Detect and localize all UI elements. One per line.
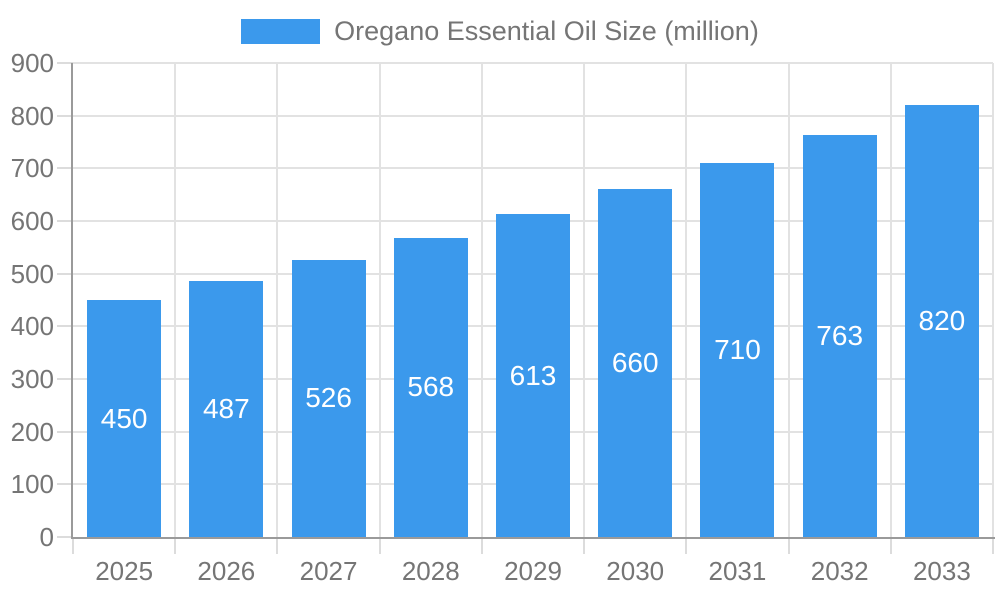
x-axis-label-2027: 2027 — [299, 556, 358, 586]
v-gridline-7 — [787, 63, 790, 537]
x-axis-label-2030: 2030 — [606, 556, 665, 586]
x-tick-1 — [174, 537, 177, 554]
legend-label: Oregano Essential Oil Size (million) — [334, 16, 759, 46]
x-axis-label-2029: 2029 — [504, 556, 562, 586]
y-tick-900 — [57, 62, 73, 64]
y-tick-800 — [57, 114, 73, 117]
x-axis-line — [71, 537, 995, 539]
v-gridline-9 — [992, 63, 994, 537]
bar-value-label-2025: 450 — [100, 402, 148, 434]
legend[interactable]: Oregano Essential Oil Size (million) — [0, 18, 1000, 45]
x-tick-9 — [992, 537, 994, 554]
y-axis-line — [71, 63, 73, 537]
x-tick-6 — [685, 537, 688, 554]
v-gridline-6 — [685, 63, 688, 537]
bar-value-label-2030: 660 — [611, 347, 659, 379]
x-tick-5 — [583, 537, 586, 554]
y-tick-500 — [57, 272, 73, 275]
v-gridline-3 — [378, 63, 381, 537]
bar-value-label-2031: 710 — [714, 334, 761, 366]
x-tick-2 — [276, 537, 279, 554]
v-gridline-1 — [174, 63, 177, 537]
x-axis-label-2028: 2028 — [401, 556, 460, 586]
y-axis-label-0: 0 — [39, 522, 54, 552]
x-axis: 2025 2026 2027 2028 2029 2030 2031 2032 2033 — [73, 557, 993, 589]
h-gridline-700 — [73, 167, 993, 170]
y-axis-label-100: 100 — [10, 469, 54, 500]
y-tick-0 — [57, 536, 73, 538]
h-gridline-900 — [73, 62, 993, 64]
x-axis-label-2026: 2026 — [197, 556, 256, 586]
bar-value-label-2026: 487 — [202, 392, 250, 424]
y-tick-700 — [57, 167, 73, 170]
bar-2025[interactable]: 450 — [87, 300, 162, 537]
y-axis-label-500: 500 — [10, 258, 54, 289]
bar-2028[interactable]: 568 — [393, 237, 468, 537]
bar-2032[interactable]: 763 — [802, 135, 877, 537]
x-tick-7 — [787, 537, 790, 554]
bar-2033[interactable]: 820 — [904, 105, 979, 537]
x-axis-label-2032: 2032 — [810, 556, 869, 586]
bar-2030[interactable]: 660 — [598, 189, 673, 537]
legend-swatch — [241, 19, 321, 44]
bar-2027[interactable]: 526 — [291, 259, 366, 537]
y-axis-label-700: 700 — [10, 153, 54, 184]
bar-value-label-2033: 820 — [918, 305, 966, 337]
y-axis-label-300: 300 — [10, 364, 54, 394]
x-axis-label-2031: 2031 — [708, 556, 767, 586]
y-tick-200 — [57, 430, 73, 433]
y-tick-300 — [57, 378, 73, 380]
bar-2031[interactable]: 710 — [700, 163, 775, 537]
y-tick-400 — [57, 325, 73, 328]
bar-2029[interactable]: 613 — [496, 214, 570, 537]
x-axis-label-2033: 2033 — [912, 556, 971, 586]
x-tick-8 — [889, 537, 892, 554]
bar-2026[interactable]: 487 — [189, 280, 264, 537]
x-axis-label-2025: 2025 — [95, 556, 154, 586]
x-tick-3 — [378, 537, 381, 554]
y-axis-label-600: 600 — [10, 206, 54, 236]
bar-value-label-2032: 763 — [816, 320, 864, 352]
y-axis-label-800: 800 — [10, 100, 54, 131]
plot-area: 450 487 526 568 613 660 710 763 820 — [57, 62, 995, 554]
y-tick-100 — [57, 483, 73, 486]
x-tick-0 — [72, 537, 74, 554]
v-gridline-2 — [276, 63, 279, 537]
bar-value-label-2028: 568 — [407, 371, 455, 403]
v-gridline-8 — [889, 63, 892, 537]
x-tick-4 — [480, 537, 483, 554]
y-axis-label-900: 900 — [10, 48, 54, 78]
y-axis-label-400: 400 — [10, 311, 54, 342]
v-gridline-4 — [480, 63, 483, 537]
y-tick-600 — [57, 220, 73, 222]
bar-value-label-2029: 613 — [509, 359, 557, 391]
v-gridline-5 — [583, 63, 586, 537]
bar-value-label-2027: 526 — [305, 382, 352, 414]
h-gridline-800 — [73, 114, 993, 117]
y-axis: 0 100 200 300 400 500 600 700 800 900 — [0, 50, 54, 550]
y-axis-label-200: 200 — [10, 416, 54, 447]
